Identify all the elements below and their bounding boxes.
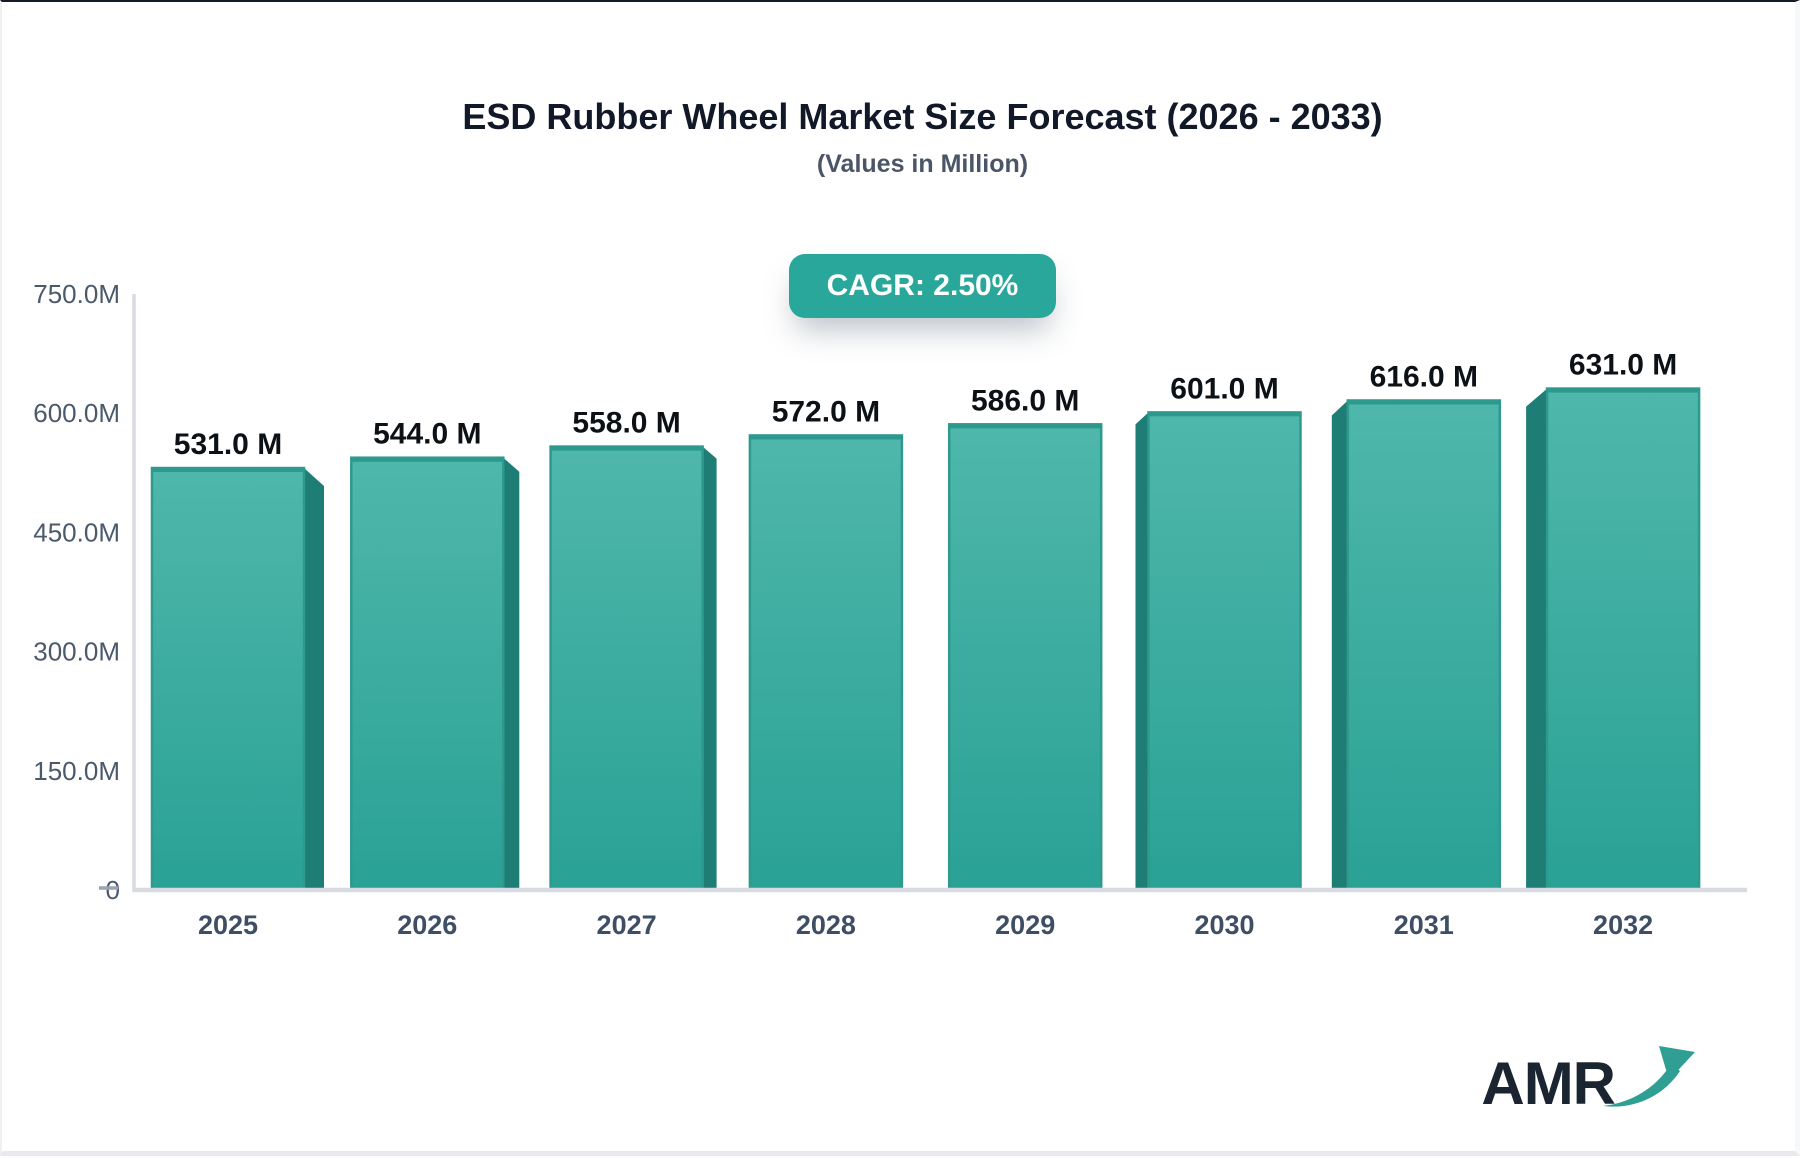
bar-group-2025: 531.0 M [150,428,324,892]
bar-side-face [1135,412,1149,890]
value-label-2026: 544.0 M [373,418,481,451]
y-tick-label-300.0M: 300.0M [33,637,120,667]
bar-side-face [702,446,717,890]
bar-2030 [1147,411,1302,892]
growth-arrow-icon [1603,1046,1695,1107]
bar-side-face [503,457,520,890]
bar-2031 [1346,399,1502,892]
bar-group-2028: 572.0 M [748,395,904,892]
bar-2026 [350,456,505,892]
bar-2025 [150,466,306,892]
bar-group-2032: 631.0 M [1526,349,1701,892]
value-label-2028: 572.0 M [772,395,880,428]
y-tick-label-600.0M: 600.0M [33,398,120,428]
bar-side-face [1331,400,1348,890]
bar-group-2026: 544.0 M [350,418,520,892]
value-label-2030: 601.0 M [1170,372,1278,405]
y-tick-label-450.0M: 450.0M [33,517,120,547]
value-label-2025: 531.0 M [174,428,282,461]
value-label-2027: 558.0 M [572,407,680,440]
value-label-2029: 586.0 M [971,384,1079,417]
bar-group-2029: 586.0 M [947,384,1103,892]
x-tick-label-2026: 2026 [397,910,457,940]
value-label-2031: 616.0 M [1370,360,1478,393]
cagr-badge: CAGR: 2.50% [788,254,1057,318]
amr-logo-text: AMR [1481,1050,1616,1117]
bar-group-2030: 601.0 M [1135,372,1302,892]
x-tick-label-2028: 2028 [796,910,856,940]
bar-group-2027: 558.0 M [549,407,717,892]
x-tick-label-2029: 2029 [995,910,1055,940]
y-tick-label-150.0M: 150.0M [33,756,120,786]
value-label-2032: 631.0 M [1569,349,1677,382]
x-tick-label-2030: 2030 [1194,910,1254,940]
bar-2029 [947,423,1103,892]
y-tick-label-0: 0 [106,875,120,905]
bar-2032 [1545,387,1701,892]
bar-side-face [1526,388,1548,890]
cagr-badge-row: CAGR: 2.50% [50,254,1795,318]
page-subtitle: (Values in Million) [816,150,1029,178]
x-tick-label-2027: 2027 [597,910,657,940]
x-tick-label-2031: 2031 [1394,910,1454,940]
x-tick-label-2025: 2025 [198,910,258,940]
x-tick-label-2032: 2032 [1593,910,1653,940]
y-tick-label-750.0M: 750.0M [33,279,120,309]
bar-2028 [748,434,904,892]
bar-2027 [549,445,704,892]
bar-side-face [304,468,324,890]
bar-group-2031: 616.0 M [1331,360,1502,892]
page-title: ESD Rubber Wheel Market Size Forecast (2… [462,96,1383,137]
amr-logo: AMR [1481,1040,1697,1115]
